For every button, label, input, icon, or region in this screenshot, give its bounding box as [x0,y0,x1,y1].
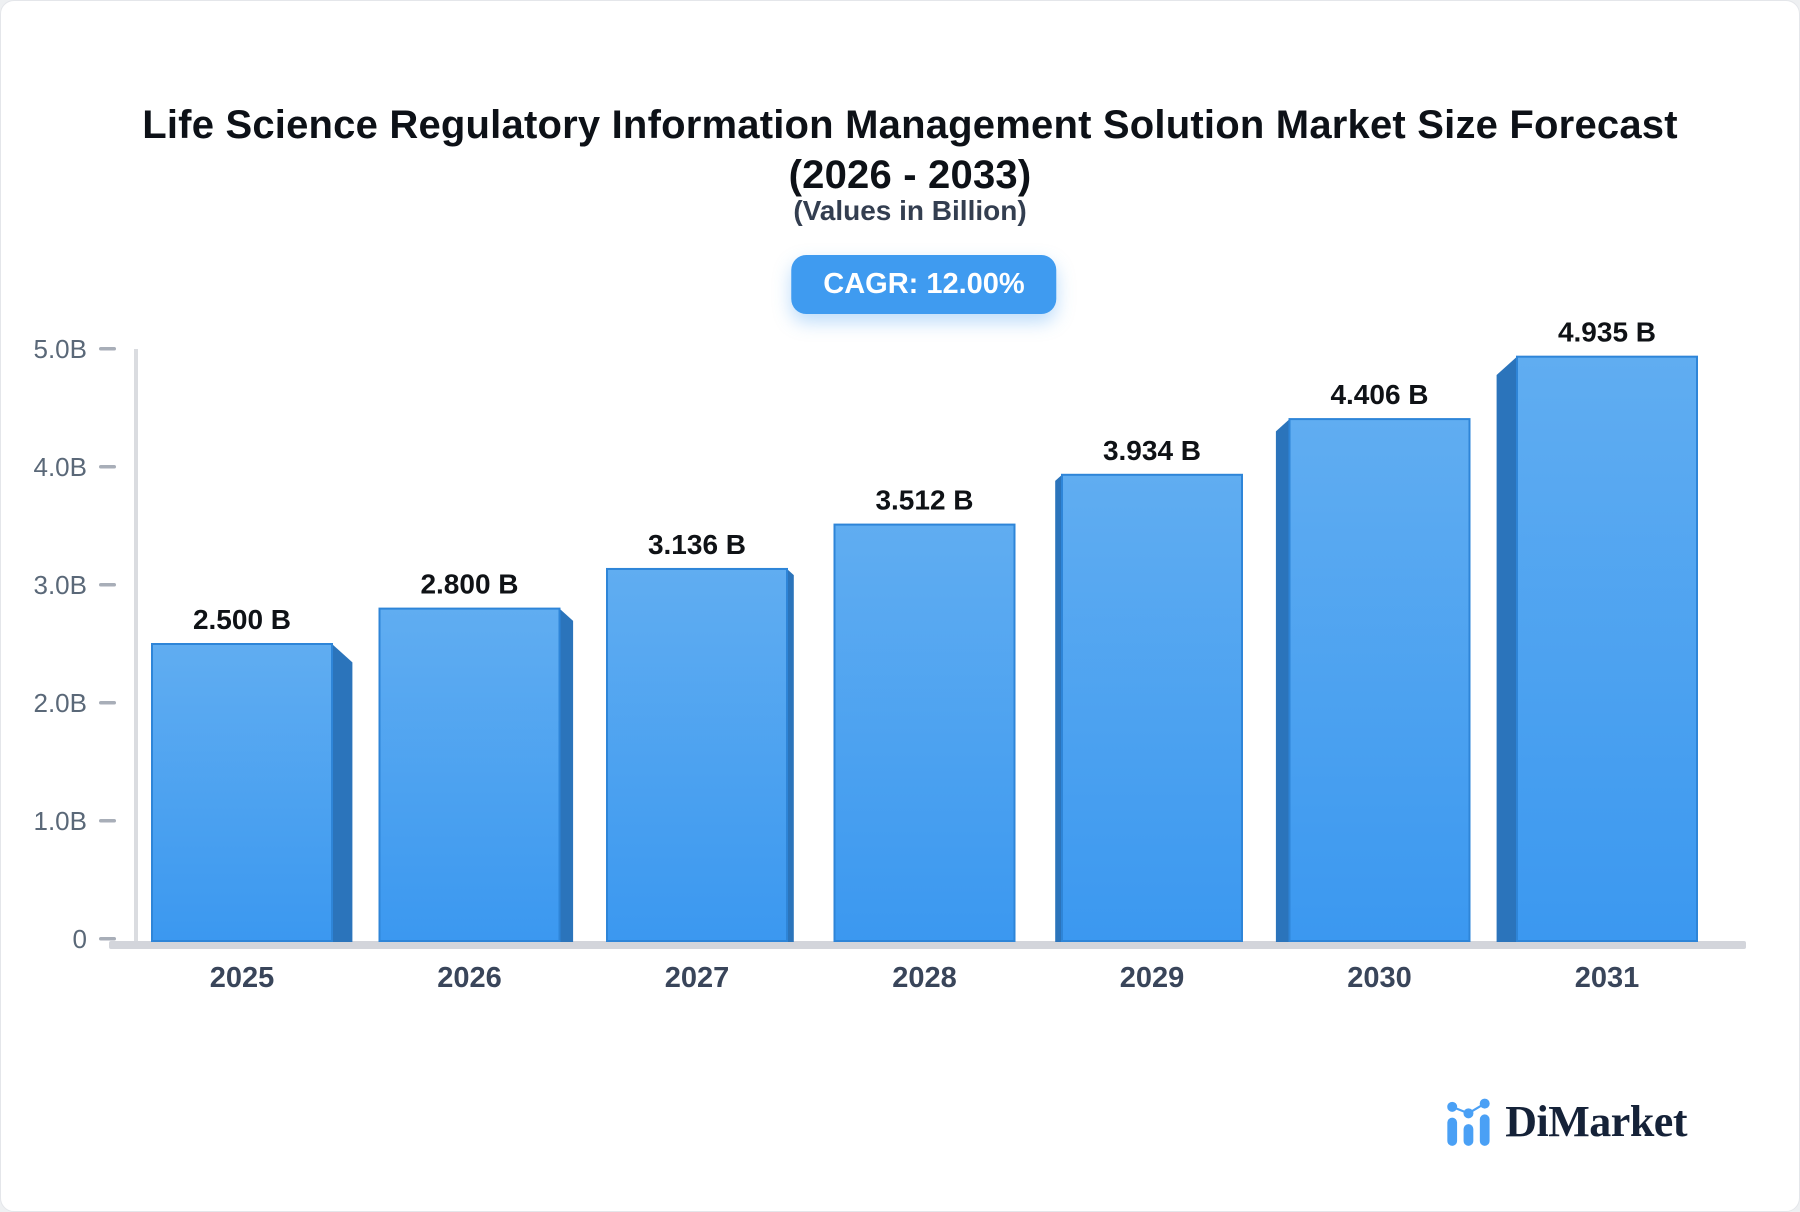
chart-subtitle: (Values in Billion) [793,195,1027,226]
y-axis-tick-label: 2.0B [34,688,88,718]
y-axis-tick-label: 1.0B [34,806,88,836]
logo-chart-icon [1447,1098,1490,1146]
y-axis-tick-label: 5.0B [34,334,88,364]
bar-side-face [1496,356,1517,942]
bar-side-face [1055,474,1062,942]
bar-value-label: 3.136 B [648,529,746,560]
x-axis-year-label: 2029 [1120,962,1185,994]
bar-value-label: 4.935 B [1558,317,1656,348]
bar-2028 [833,523,1016,942]
bar-value-label: 3.934 B [1103,435,1201,466]
x-axis-year-label: 2027 [665,962,730,994]
x-axis-year-label: 2031 [1575,962,1640,994]
y-axis-tick-label: 0 [73,924,87,954]
bar-2031 [1516,355,1698,943]
bar-value-label: 3.512 B [875,485,973,516]
y-axis-tick-mark [99,583,116,587]
y-axis-tick-mark [99,819,116,823]
bar-2026 [378,607,561,942]
bar-2029 [1061,473,1243,942]
y-axis-tick-label: 4.0B [34,452,88,482]
bar-value-label: 2.800 B [420,569,518,600]
page-title-line2: (2026 - 2033) [788,153,1032,197]
x-axis-baseline [109,941,1746,949]
y-axis-tick-label: 3.0B [34,570,88,600]
y-axis-tick-mark [99,347,116,351]
bar-value-label: 2.500 B [193,604,291,635]
bar-side-face [787,568,794,942]
bar-value-label: 4.406 B [1330,379,1428,410]
brand-logo: DiMarket [1445,1095,1687,1149]
x-axis-year-label: 2025 [210,962,275,994]
y-axis-tick-mark [99,465,116,469]
x-axis-year-label: 2026 [437,962,502,994]
y-axis-tick-mark [99,701,116,705]
bar-side-face [332,644,353,942]
bar-2025 [151,643,333,942]
bar-side-face [559,608,574,942]
bar-2030 [1288,418,1471,943]
bar-side-face [1275,419,1290,942]
bar-2027 [606,567,788,943]
y-axis-line [134,349,138,945]
y-axis-tick-mark [99,937,116,941]
x-axis-year-label: 2028 [892,962,957,994]
page-title-line1: Life Science Regulatory Information Mana… [142,103,1678,147]
logo-wordmark: DiMarket [1505,1097,1687,1146]
x-axis-year-label: 2030 [1347,962,1412,994]
cagr-badge: CAGR: 12.00% [791,255,1057,314]
